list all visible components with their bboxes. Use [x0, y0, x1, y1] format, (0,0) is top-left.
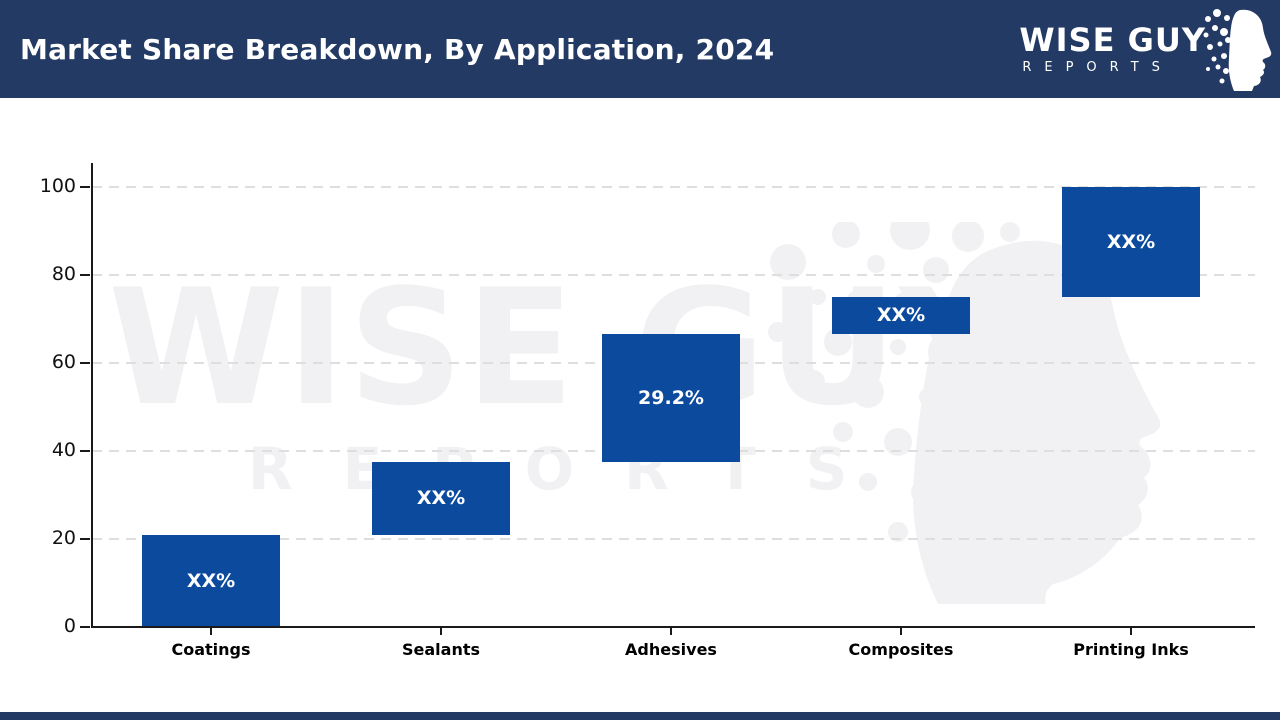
- bar-sealants: XX%: [372, 462, 510, 535]
- bar-value-label: XX%: [876, 304, 926, 327]
- bar-printing-inks: XX%: [1062, 187, 1200, 297]
- y-tick-label-100: 100: [39, 175, 76, 197]
- logo-face-icon: [1203, 9, 1272, 91]
- x-tick-label-printing-inks: Printing Inks: [1073, 640, 1189, 659]
- bar-value-label: XX%: [186, 569, 236, 592]
- y-tick-label-20: 20: [51, 527, 76, 549]
- x-tick-mark-coatings: [210, 627, 212, 635]
- x-tick-mark-adhesives: [670, 627, 672, 635]
- y-tick-label-80: 80: [51, 263, 76, 285]
- y-tick-mark-0: [80, 626, 90, 628]
- x-tick-mark-composites: [900, 627, 902, 635]
- logo-text: WISE GUY REPORTS: [1019, 21, 1206, 75]
- gridline-100: [92, 186, 1255, 188]
- y-tick-label-40: 40: [51, 439, 76, 461]
- footer-bar: [0, 712, 1280, 720]
- bar-value-label: XX%: [1106, 231, 1156, 253]
- y-tick-mark-100: [80, 186, 90, 188]
- x-tick-mark-sealants: [440, 627, 442, 635]
- y-tick-mark-60: [80, 362, 90, 364]
- gridline-80: [92, 274, 1255, 276]
- bar-coatings: XX%: [142, 534, 280, 627]
- y-axis-line: [91, 163, 93, 628]
- y-tick-mark-40: [80, 450, 90, 452]
- x-tick-label-sealants: Sealants: [401, 640, 480, 659]
- y-tick-mark-20: [80, 538, 90, 540]
- logo-wordmark: WISE GUY: [1019, 21, 1206, 60]
- x-tick-mark-printing-inks: [1130, 627, 1132, 635]
- gridline-20: [92, 538, 1255, 540]
- watermark-subtext: REPORTS: [248, 435, 898, 503]
- bar-value-label: XX%: [416, 487, 466, 510]
- logo-subtext: REPORTS: [1022, 59, 1173, 75]
- header: Market Share Breakdown, By Application, …: [0, 0, 1280, 98]
- bar-composites: XX%: [832, 297, 970, 334]
- y-tick-label-0: 0: [63, 615, 76, 637]
- page-title: Market Share Breakdown, By Application, …: [20, 33, 775, 66]
- wise-guy-logo: WISE GUY REPORTS: [1019, 4, 1274, 94]
- x-tick-label-coatings: Coatings: [171, 640, 251, 659]
- x-axis-line: [91, 626, 1255, 628]
- bar-value-label: 29.2%: [638, 386, 704, 409]
- x-tick-label-adhesives: Adhesives: [625, 640, 717, 659]
- bar-adhesives: 29.2%: [602, 333, 740, 462]
- y-tick-mark-80: [80, 274, 90, 276]
- y-tick-label-60: 60: [51, 351, 76, 373]
- x-tick-label-composites: Composites: [848, 640, 954, 659]
